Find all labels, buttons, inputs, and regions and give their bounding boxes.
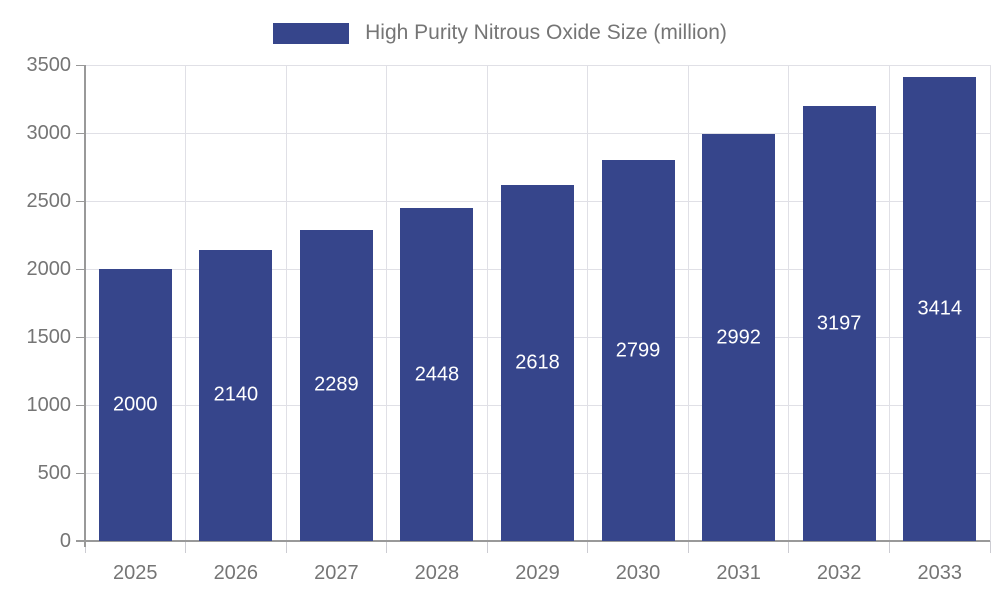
x-axis-tick [888,541,890,553]
y-tick-label: 0 [59,530,71,552]
bar[interactable]: 2289 [299,229,373,541]
x-axis-tick [687,541,689,553]
bar[interactable]: 3414 [903,76,977,541]
x-axis-line [76,540,990,542]
x-axis-tick [486,541,488,553]
x-tick-label: 2033 [917,562,962,584]
y-axis-tick [76,132,85,134]
y-gridline [85,64,990,66]
bar[interactable]: 2618 [501,184,574,541]
bar-value-label: 2289 [314,373,359,396]
x-tick-label: 2031 [716,562,761,584]
x-axis-tick [386,541,388,553]
bar[interactable]: 2448 [400,208,474,541]
legend-swatch [273,22,350,44]
y-tick-label: 500 [37,462,71,484]
bar-value-label: 2448 [414,363,460,386]
x-tick-label: 2030 [615,562,661,584]
bar[interactable]: 2799 [601,160,675,541]
y-tick-label: 3500 [26,54,72,76]
x-tick-label: 2029 [515,562,560,584]
x-gridline [285,65,287,541]
bar-value-label: 2618 [515,351,560,374]
y-tick-label: 2500 [26,190,72,212]
x-axis-tick [587,541,589,553]
x-gridline [989,65,991,541]
y-axis-tick [76,404,85,406]
y-gridline [85,132,990,134]
x-tick-label: 2026 [213,562,259,584]
x-axis-tick [84,541,86,553]
bar[interactable]: 2000 [98,269,172,541]
bar[interactable]: 2140 [199,249,273,541]
y-axis-tick [76,336,85,338]
bar-value-label: 2140 [213,383,259,406]
y-axis-tick [76,472,85,474]
bar-value-label: 2799 [615,339,661,362]
y-axis-tick [76,200,85,202]
bar-value-label: 2000 [113,393,158,416]
y-axis-line [84,65,86,547]
x-tick-label: 2032 [816,562,862,584]
x-gridline [687,65,689,541]
x-axis-tick [989,541,991,553]
bar-value-label: 2992 [716,326,761,349]
bar-value-label: 3414 [917,297,962,320]
legend-label: High Purity Nitrous Oxide Size (million) [365,21,727,44]
legend-item[interactable]: High Purity Nitrous Oxide Size (million) [0,21,1000,45]
x-gridline [185,65,187,541]
y-axis-tick [76,64,85,66]
x-axis-tick [285,541,287,553]
bar[interactable]: 2992 [702,134,776,541]
y-tick-label: 1500 [26,326,72,348]
y-tick-label: 1000 [26,394,72,416]
x-gridline [888,65,890,541]
y-tick-label: 2000 [26,258,72,280]
bar-value-label: 3197 [816,312,862,335]
x-gridline [587,65,589,541]
x-axis-tick [185,541,187,553]
y-tick-label: 3000 [26,122,72,144]
x-tick-label: 2028 [414,562,460,584]
x-tick-label: 2025 [113,562,158,584]
y-axis-tick [76,268,85,270]
x-gridline [788,65,790,541]
x-gridline [486,65,488,541]
bar[interactable]: 3197 [802,106,876,541]
x-axis-tick [788,541,790,553]
x-tick-label: 2027 [314,562,359,584]
x-gridline [386,65,388,541]
